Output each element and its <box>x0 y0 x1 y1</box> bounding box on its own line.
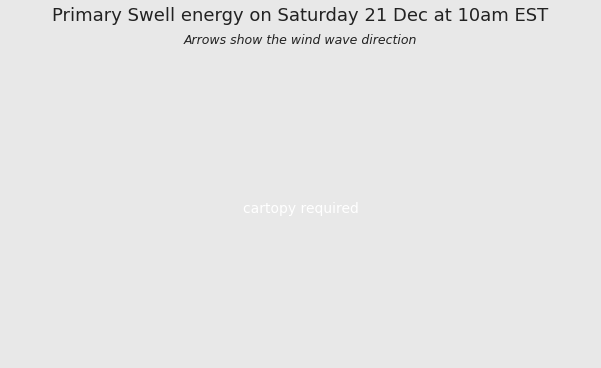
Text: Primary Swell energy on Saturday 21 Dec at 10am EST: Primary Swell energy on Saturday 21 Dec … <box>52 7 549 25</box>
Text: Arrows show the wind wave direction: Arrows show the wind wave direction <box>184 34 417 47</box>
Text: cartopy required: cartopy required <box>243 202 358 216</box>
